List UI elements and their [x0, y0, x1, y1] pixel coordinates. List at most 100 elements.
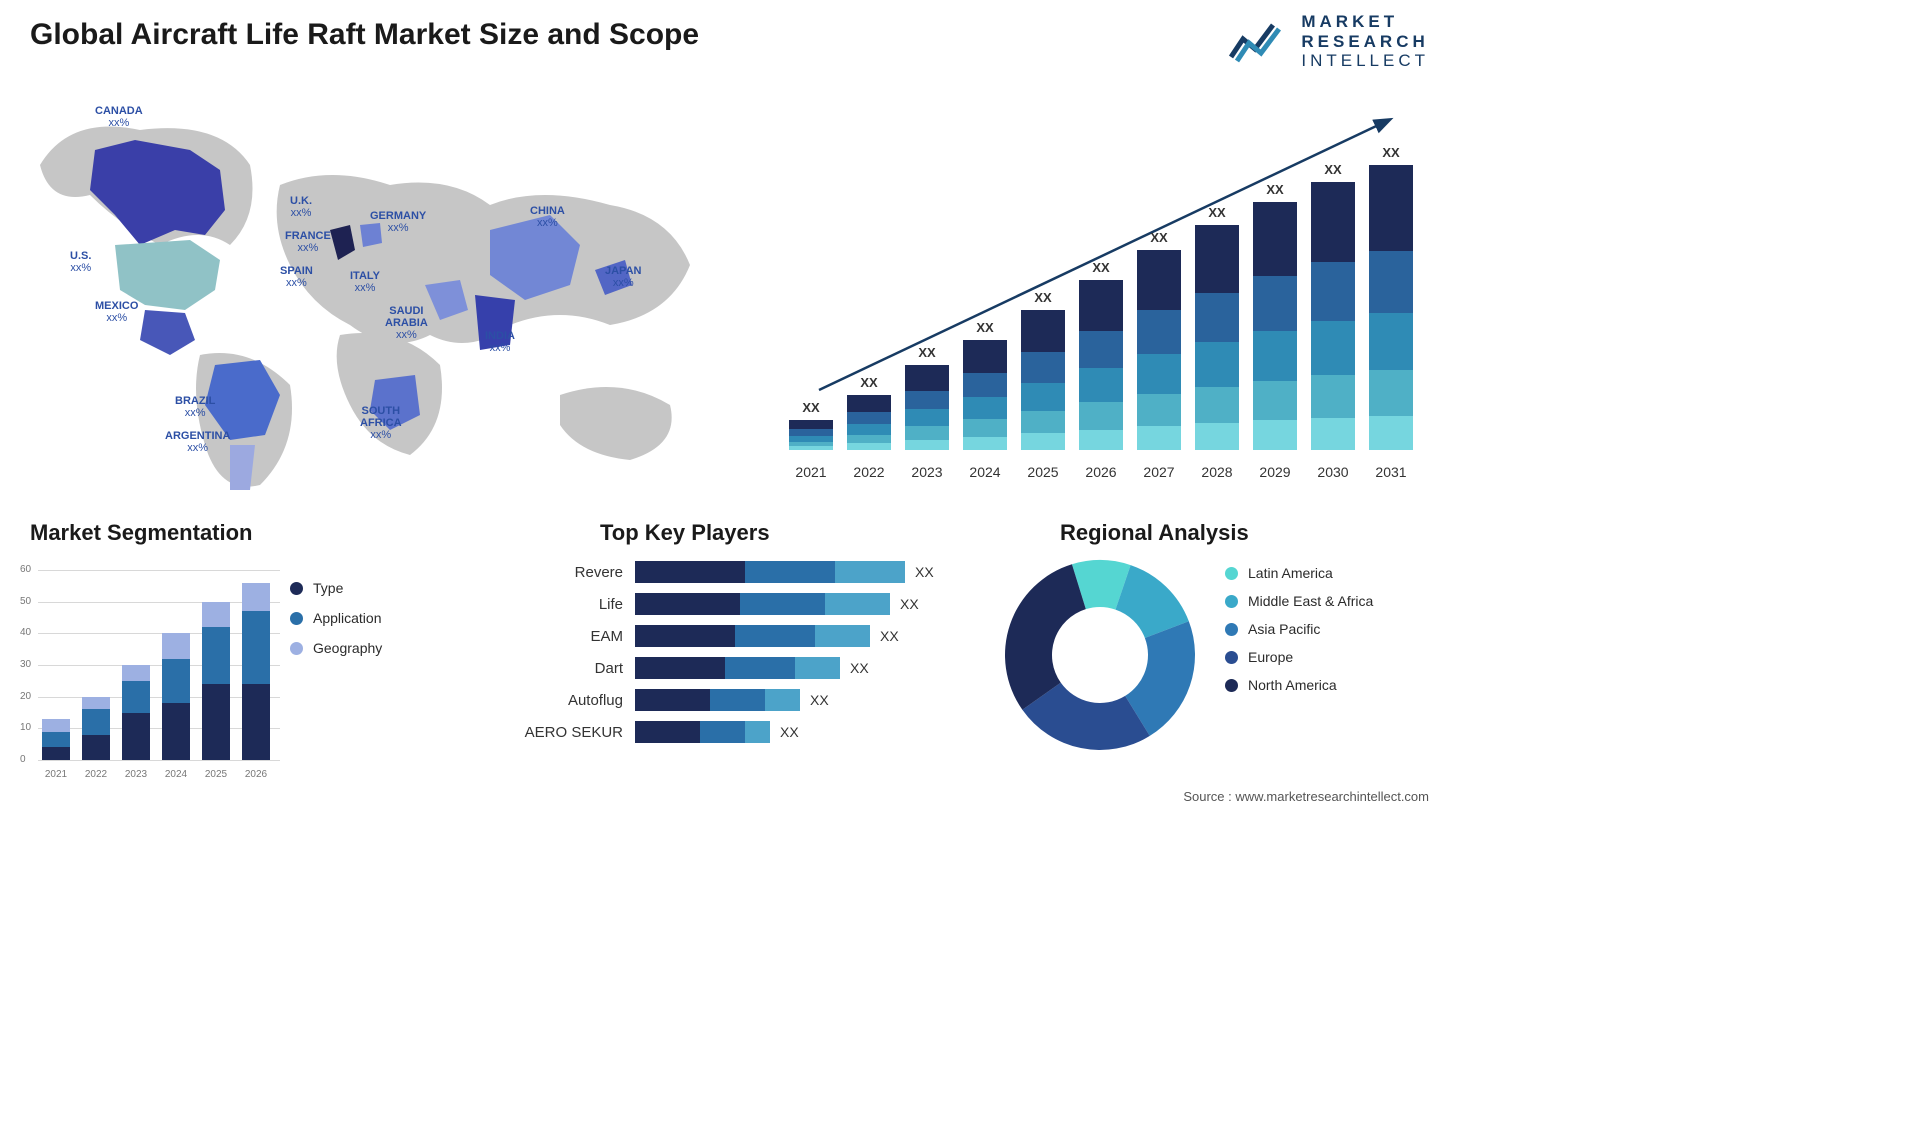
- seg-bar-segment: [242, 684, 270, 760]
- bar-value-label: XX: [905, 345, 949, 360]
- main-bar: XX: [1195, 225, 1239, 450]
- player-value: XX: [780, 724, 799, 740]
- donut-legend-item: Latin America: [1225, 565, 1373, 581]
- seg-bar-segment: [82, 709, 110, 734]
- map-label: SAUDIARABIAxx%: [385, 305, 428, 341]
- map-label: CANADAxx%: [95, 105, 143, 129]
- player-value: XX: [850, 660, 869, 676]
- map-label: SPAINxx%: [280, 265, 313, 289]
- main-bar: XX: [1137, 250, 1181, 450]
- player-name: Revere: [505, 564, 635, 581]
- main-bar: XX: [1311, 182, 1355, 450]
- player-row: Revere XX: [505, 560, 955, 584]
- seg-bar-segment: [42, 719, 70, 732]
- donut-legend-item: Asia Pacific: [1225, 621, 1373, 637]
- map-label: U.S.xx%: [70, 250, 91, 274]
- seg-bar-segment: [242, 583, 270, 612]
- bar-year-label: 2029: [1253, 464, 1297, 480]
- seg-legend-item: Type: [290, 580, 382, 596]
- player-value: XX: [880, 628, 899, 644]
- segmentation-legend: Type Application Geography: [290, 580, 382, 670]
- seg-bar-segment: [122, 681, 150, 713]
- map-label: SOUTHAFRICAxx%: [360, 405, 402, 441]
- map-label: ITALYxx%: [350, 270, 380, 294]
- map-label: INDIAxx%: [485, 330, 515, 354]
- seg-bar-segment: [82, 735, 110, 760]
- world-map: CANADAxx% U.S.xx% MEXICOxx% BRAZILxx% ARGENT…: [20, 95, 720, 495]
- segmentation-chart: 0102030405060202120222023202420252026: [20, 560, 280, 780]
- bar-value-label: XX: [789, 400, 833, 415]
- seg-bar-segment: [162, 659, 190, 703]
- seg-bar-segment: [122, 713, 150, 761]
- seg-bar-segment: [42, 747, 70, 760]
- map-label: CHINAxx%: [530, 205, 565, 229]
- player-name: AERO SEKUR: [505, 724, 635, 741]
- seg-year-label: 2021: [42, 769, 70, 780]
- bar-value-label: XX: [1311, 162, 1355, 177]
- player-name: Life: [505, 596, 635, 613]
- regional-title: Regional Analysis: [1060, 520, 1249, 546]
- seg-legend-item: Application: [290, 610, 382, 626]
- bar-value-label: XX: [1369, 145, 1413, 160]
- seg-bar-segment: [202, 627, 230, 684]
- seg-bar-segment: [202, 684, 230, 760]
- map-label: FRANCExx%: [285, 230, 331, 254]
- bar-year-label: 2028: [1195, 464, 1239, 480]
- main-bar: XX: [1253, 202, 1297, 450]
- bar-year-label: 2024: [963, 464, 1007, 480]
- main-bar-chart: XXXXXXXXXXXXXXXXXXXXXX 20212022202320242…: [779, 100, 1419, 480]
- donut-legend-item: Europe: [1225, 649, 1373, 665]
- main-bar: XX: [1021, 310, 1065, 450]
- map-label: MEXICOxx%: [95, 300, 138, 324]
- player-value: XX: [915, 564, 934, 580]
- map-label: GERMANYxx%: [370, 210, 426, 234]
- main-bar: XX: [847, 395, 891, 450]
- seg-legend-item: Geography: [290, 640, 382, 656]
- player-name: Autoflug: [505, 692, 635, 709]
- bar-value-label: XX: [963, 320, 1007, 335]
- bar-year-label: 2030: [1311, 464, 1355, 480]
- bar-value-label: XX: [1195, 205, 1239, 220]
- source-text: Source : www.marketresearchintellect.com: [1183, 789, 1429, 804]
- bar-value-label: XX: [847, 375, 891, 390]
- player-name: Dart: [505, 660, 635, 677]
- donut-legend-item: Middle East & Africa: [1225, 593, 1373, 609]
- donut-slice: [1005, 564, 1086, 710]
- seg-bar-segment: [82, 697, 110, 710]
- bar-year-label: 2026: [1079, 464, 1123, 480]
- bar-year-label: 2025: [1021, 464, 1065, 480]
- seg-year-label: 2022: [82, 769, 110, 780]
- player-row: Dart XX: [505, 656, 955, 680]
- map-label: ARGENTINAxx%: [165, 430, 230, 454]
- map-label: U.K.xx%: [290, 195, 312, 219]
- segmentation-title: Market Segmentation: [30, 520, 253, 546]
- donut-legend-item: North America: [1225, 677, 1373, 693]
- bar-year-label: 2021: [789, 464, 833, 480]
- seg-bar-segment: [122, 665, 150, 681]
- key-players-title: Top Key Players: [600, 520, 770, 546]
- regional-legend: Latin America Middle East & Africa Asia Pa…: [1225, 565, 1373, 705]
- map-label: JAPANxx%: [605, 265, 641, 289]
- logo-line1: MARKET: [1301, 12, 1429, 32]
- player-value: XX: [900, 596, 919, 612]
- seg-bar-segment: [202, 602, 230, 627]
- seg-year-label: 2024: [162, 769, 190, 780]
- bar-year-label: 2031: [1369, 464, 1413, 480]
- main-bar: XX: [963, 340, 1007, 450]
- key-players-chart: RevereXXLifeXXEAMXXDartXXAutoflugXXAERO …: [505, 560, 955, 752]
- player-row: Life XX: [505, 592, 955, 616]
- bar-year-label: 2023: [905, 464, 949, 480]
- player-name: EAM: [505, 628, 635, 645]
- player-row: AutoflugXX: [505, 688, 955, 712]
- map-label: BRAZILxx%: [175, 395, 215, 419]
- bar-value-label: XX: [1079, 260, 1123, 275]
- main-bar: XX: [1079, 280, 1123, 450]
- page-title: Global Aircraft Life Raft Market Size an…: [30, 18, 699, 52]
- seg-year-label: 2025: [202, 769, 230, 780]
- main-bar: XX: [1369, 165, 1413, 450]
- player-row: EAM XX: [505, 624, 955, 648]
- bar-year-label: 2027: [1137, 464, 1181, 480]
- logo-line2: RESEARCH: [1301, 32, 1429, 52]
- seg-year-label: 2026: [242, 769, 270, 780]
- main-bar: XX: [789, 420, 833, 450]
